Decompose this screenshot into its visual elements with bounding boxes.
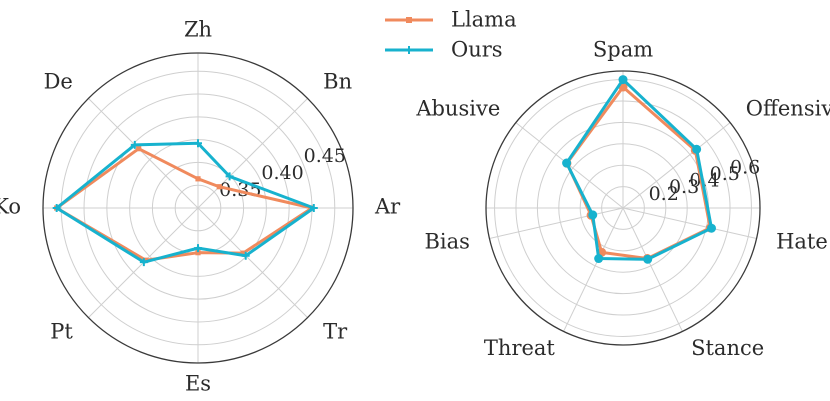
axis-label-es: Es <box>185 372 211 396</box>
axis-spoke <box>622 207 757 239</box>
grid-ring <box>106 116 290 300</box>
data-point-ours <box>643 254 653 264</box>
axis-label-ko: Ko <box>0 195 21 219</box>
data-point-ours <box>588 210 598 220</box>
data-point-ours <box>309 204 318 212</box>
data-point-llama <box>136 146 142 152</box>
radial-tick-label: 0.45 <box>304 145 346 167</box>
axis-label-bias: Bias <box>424 229 469 253</box>
axis-label-bn: Bn <box>323 69 352 93</box>
axis-label-pt: Pt <box>50 320 73 344</box>
axis-spoke <box>563 207 624 332</box>
axis-label-ar: Ar <box>374 195 401 219</box>
grid-ring-minor <box>174 184 222 232</box>
axis-spoke <box>489 207 624 239</box>
axis-spoke <box>197 98 308 209</box>
grid-ring <box>515 100 731 316</box>
data-point-llama <box>195 176 201 182</box>
axis-label-spam: Spam <box>593 38 653 62</box>
series-line-ours <box>565 78 713 261</box>
axis-label-abusive: Abusive <box>415 97 500 121</box>
data-point-ours <box>130 140 139 149</box>
radial-tick-label: 0.40 <box>261 162 303 184</box>
radial-tick-label: 0.2 <box>649 183 679 205</box>
data-point-ours <box>194 244 202 253</box>
axis-label-de: De <box>44 69 73 93</box>
radial-tick-label: 0.5 <box>710 163 740 185</box>
axis-spoke <box>622 207 683 332</box>
data-point-ours <box>225 172 234 181</box>
axis-label-tr: Tr <box>323 320 348 344</box>
data-point-ours <box>692 144 702 154</box>
legend: Llama Ours <box>385 8 517 62</box>
grid-ring <box>601 186 645 230</box>
legend-label-ours: Ours <box>451 38 503 62</box>
axis-spoke <box>197 207 308 318</box>
data-point-llama <box>216 184 222 190</box>
axis-label-hate: Hate <box>776 229 828 253</box>
axis-label-stance: Stance <box>691 336 764 360</box>
data-point-llama <box>195 250 201 256</box>
data-point-ours <box>241 251 250 260</box>
data-point-ours <box>618 75 628 85</box>
axis-label-zh: Zh <box>184 18 212 42</box>
axis-label-threat: Threat <box>484 336 556 360</box>
grid-ring <box>60 70 336 346</box>
radar-chart-languages: 0.350.400.45 Zh Bn Ar Tr Es Pt Ko De <box>0 18 401 396</box>
data-point-ours <box>139 258 148 267</box>
legend-marker-llama <box>406 17 412 23</box>
axis-label-offensive: Offensive <box>746 97 830 121</box>
axis-spoke <box>88 98 199 209</box>
grid-ring <box>558 143 688 273</box>
outer-ring <box>485 70 761 346</box>
data-point-ours <box>194 139 202 148</box>
data-point-ours <box>706 223 716 233</box>
data-point-ours <box>594 254 604 264</box>
data-point-ours <box>52 204 61 212</box>
radial-tick-label: 0.3 <box>669 176 699 198</box>
data-point-ours <box>562 158 572 168</box>
legend-marker-ours <box>405 46 413 54</box>
radar-chart-tasks: 0.20.30.40.50.6 Spam Offensive Hate Stance Th… <box>415 38 830 360</box>
radial-tick-label: 0.6 <box>730 156 760 178</box>
data-point-llama <box>240 250 246 256</box>
outer-ring <box>42 52 354 364</box>
legend-label-llama: Llama <box>451 8 517 32</box>
grid-ring <box>579 164 667 252</box>
radial-tick-label: 0.4 <box>689 170 719 192</box>
axis-spoke <box>622 122 731 209</box>
radial-tick-label: 0.35 <box>219 179 261 201</box>
